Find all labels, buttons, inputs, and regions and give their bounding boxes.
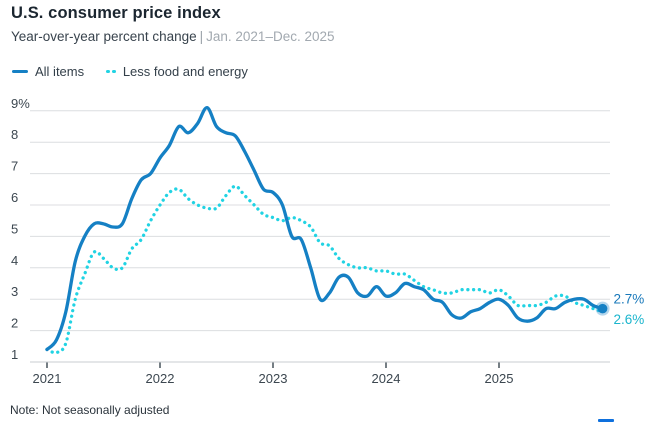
legend-item-all-items: All items: [12, 64, 84, 79]
end-value-label: 2.7%: [614, 292, 645, 307]
x-axis-label: 2024: [372, 371, 401, 386]
y-axis-label: 1: [11, 347, 18, 362]
solid-line-swatch-icon: [12, 69, 28, 74]
x-axis-label: 2025: [485, 371, 514, 386]
y-axis-label: 9%: [11, 96, 30, 111]
legend-item-less-food-energy: Less food and energy: [106, 64, 248, 79]
y-axis-label: 7: [11, 159, 18, 174]
end-dot: [597, 303, 608, 314]
subtitle-separator: |: [199, 29, 204, 44]
x-axis-label: 2022: [146, 371, 175, 386]
y-axis-label: 2: [11, 316, 18, 331]
series-path-all-items: [45, 106, 605, 352]
y-axis-label: 5: [11, 221, 18, 236]
y-axis-label: 6: [11, 190, 18, 205]
footnote: Note: Not seasonally adjusted: [10, 403, 170, 417]
y-axis-label: 3: [11, 284, 18, 299]
x-axis-label: 2023: [259, 371, 288, 386]
x-axis-label: 2021: [33, 371, 62, 386]
y-axis-label: 8: [11, 127, 18, 142]
legend: All items Less food and energy: [12, 64, 248, 79]
chart-subtitle: Year-over-year percent change | Jan. 2021–…: [11, 29, 335, 44]
end-value-label: 2.6%: [614, 312, 645, 327]
chart-title: U.S. consumer price index: [11, 4, 221, 22]
subtitle-measure: Year-over-year percent change: [11, 29, 197, 44]
subtitle-date-range: Jan. 2021–Dec. 2025: [206, 29, 335, 44]
legend-label-all-items: All items: [35, 64, 85, 79]
y-axis-label: 4: [11, 253, 18, 268]
logo-fragment: [598, 419, 614, 422]
dotted-line-swatch-icon: [106, 69, 116, 74]
series-path-less-food-and-energy: [45, 184, 605, 355]
legend-label-less-food-energy: Less food and energy: [122, 64, 248, 79]
